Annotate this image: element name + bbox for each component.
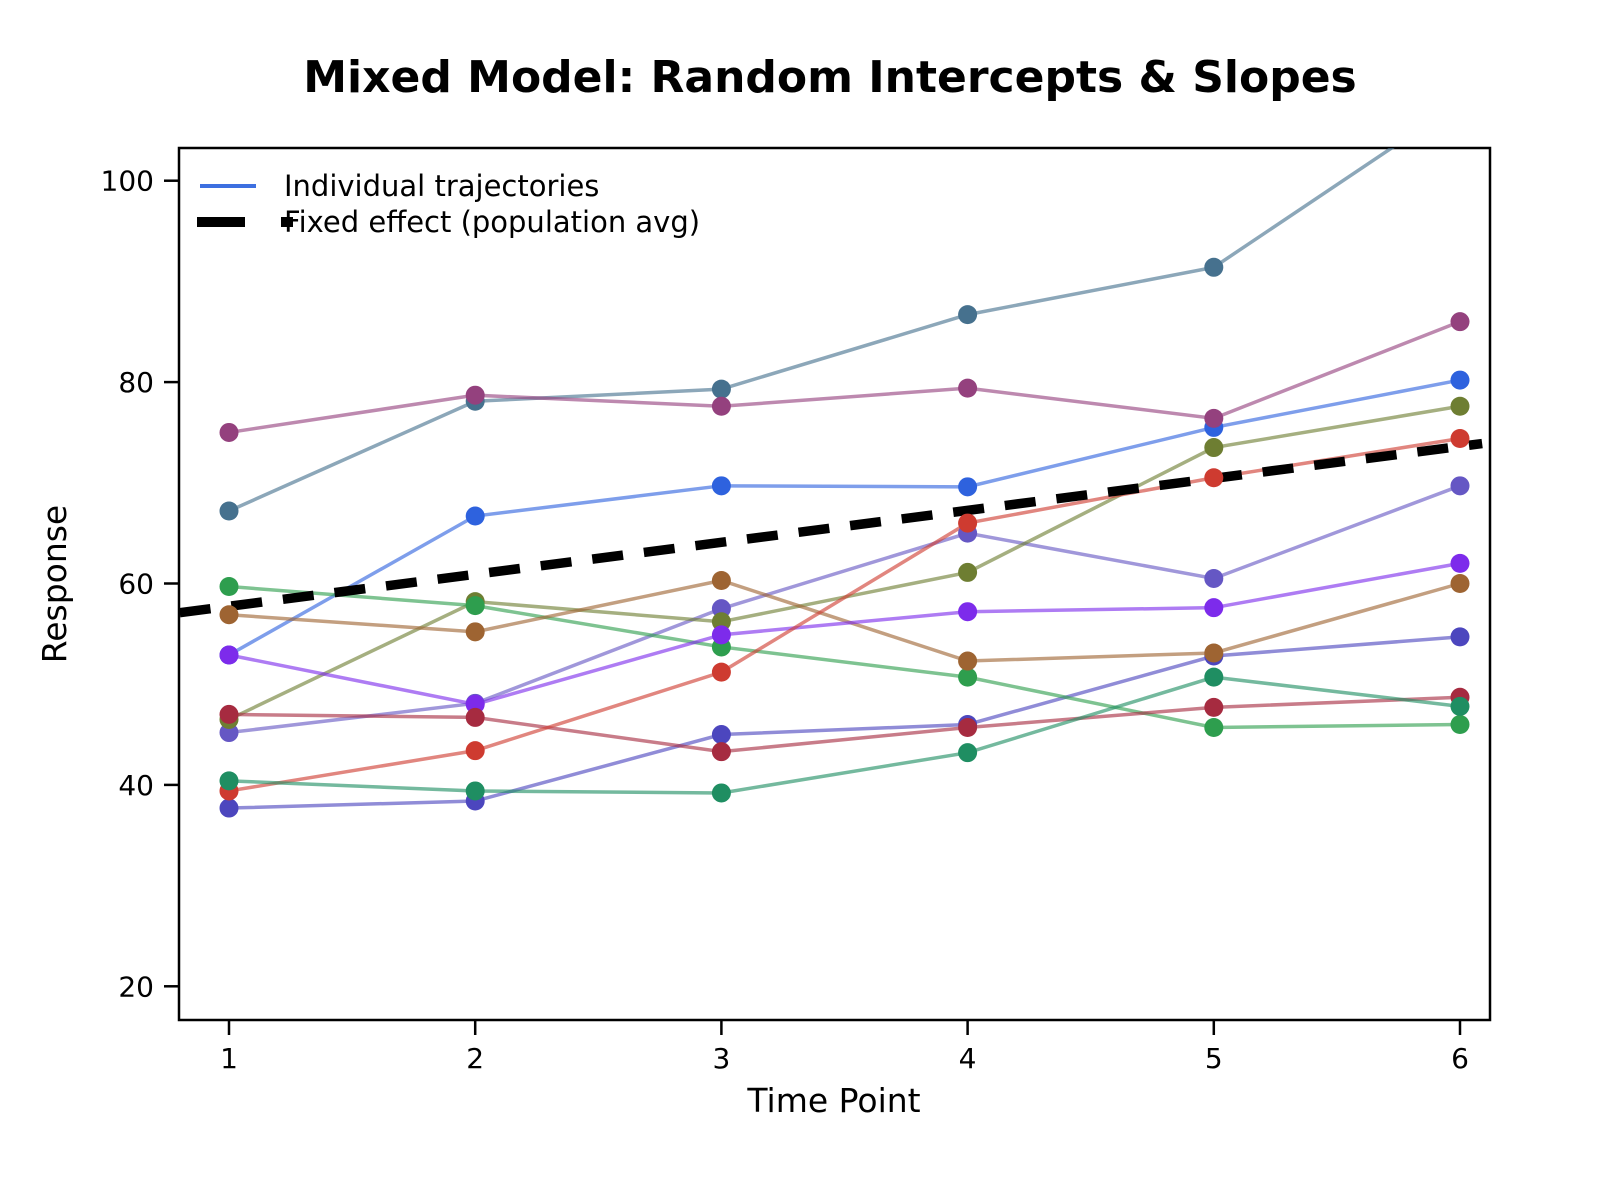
tick-labels: 20 40 60 80 100 1 2 3 4 5 6 xyxy=(101,165,1469,1075)
data-point-marker xyxy=(1204,667,1224,687)
y-tick-label: 20 xyxy=(118,970,154,1003)
data-point-marker xyxy=(465,694,485,714)
data-point-marker xyxy=(219,723,239,743)
data-point-marker xyxy=(219,798,239,818)
tick-marks xyxy=(164,179,1462,1035)
data-point-marker xyxy=(958,602,978,622)
data-point-marker xyxy=(958,477,978,497)
data-point-marker xyxy=(711,625,731,645)
data-point-marker xyxy=(1204,257,1224,277)
data-point-marker xyxy=(1204,438,1224,458)
data-point-marker xyxy=(465,596,485,616)
x-tick-label: 1 xyxy=(220,1042,238,1075)
data-point-marker xyxy=(219,771,239,791)
data-point-marker xyxy=(958,651,978,671)
chart-title: Mixed Model: Random Intercepts & Slopes xyxy=(303,52,1357,103)
data-point-marker xyxy=(1450,553,1470,573)
legend: Individual trajectories Fixed effect (po… xyxy=(197,169,700,239)
data-point-marker xyxy=(1450,312,1470,332)
data-point-marker xyxy=(958,562,978,582)
data-point-marker xyxy=(465,622,485,642)
legend-label-individual: Individual trajectories xyxy=(284,169,599,203)
data-point-marker xyxy=(1204,408,1224,428)
data-point-marker xyxy=(465,741,485,761)
x-tick-label: 4 xyxy=(959,1042,977,1075)
y-tick-label: 60 xyxy=(118,568,154,601)
data-point-marker xyxy=(958,667,978,687)
legend-label-fixed: Fixed effect (population avg) xyxy=(284,205,700,239)
data-point-marker xyxy=(711,570,731,590)
data-point-marker xyxy=(711,599,731,619)
data-point-marker xyxy=(1450,714,1470,734)
y-tick-label: 80 xyxy=(118,366,154,399)
individual-trajectory-lines xyxy=(228,148,1461,810)
data-point-marker xyxy=(958,743,978,763)
data-point-marker xyxy=(711,742,731,762)
data-point-marker xyxy=(465,707,485,727)
data-point-marker xyxy=(958,718,978,738)
x-tick-label: 6 xyxy=(1451,1042,1469,1075)
data-point-marker xyxy=(219,704,239,724)
data-point-marker xyxy=(958,378,978,398)
data-point-marker xyxy=(219,605,239,625)
data-point-marker xyxy=(1204,568,1224,588)
data-point-marker xyxy=(465,385,485,405)
trajectory-markers xyxy=(219,93,1470,818)
y-tick-label: 40 xyxy=(118,769,154,802)
data-point-marker xyxy=(711,783,731,803)
y-axis-label: Response xyxy=(35,505,74,664)
trajectory-line xyxy=(228,635,1461,810)
x-tick-label: 3 xyxy=(712,1042,730,1075)
data-point-marker xyxy=(1450,696,1470,716)
trajectory-line xyxy=(228,484,1461,735)
trajectory-line xyxy=(228,675,1461,795)
data-point-marker xyxy=(1450,574,1470,593)
trajectory-line xyxy=(228,561,1461,707)
data-point-marker xyxy=(1450,370,1470,390)
data-point-marker xyxy=(219,577,239,597)
data-point-marker xyxy=(1204,697,1224,717)
data-point-marker xyxy=(958,513,978,533)
trajectory-line xyxy=(228,584,1461,730)
data-point-marker xyxy=(711,612,731,632)
fixed-effect-line xyxy=(179,438,1483,618)
data-point-marker xyxy=(1450,396,1470,416)
data-point-marker xyxy=(219,645,239,665)
data-point-marker xyxy=(219,422,239,442)
data-point-marker xyxy=(711,725,731,745)
data-point-marker xyxy=(711,476,731,496)
data-point-marker xyxy=(1204,468,1224,488)
fixed-effect-dashed-line xyxy=(179,438,1483,618)
trajectory-line xyxy=(228,436,1461,793)
trajectory-line xyxy=(228,695,1461,754)
data-point-marker xyxy=(958,305,978,325)
data-point-marker xyxy=(1450,428,1470,448)
data-point-marker xyxy=(465,506,485,526)
data-point-marker xyxy=(711,396,731,416)
data-point-marker xyxy=(711,662,731,682)
trajectory-line xyxy=(228,578,1461,663)
x-tick-label: 5 xyxy=(1205,1042,1223,1075)
data-point-marker xyxy=(1451,93,1470,112)
y-tick-label: 100 xyxy=(101,165,154,198)
plot-frame xyxy=(177,146,1492,1022)
trajectory-line xyxy=(228,148,1395,513)
data-point-marker xyxy=(711,379,731,399)
trajectory-line xyxy=(228,320,1461,435)
data-point-marker xyxy=(1204,598,1224,618)
trajectory-line xyxy=(228,404,1461,722)
data-point-marker xyxy=(1450,627,1470,647)
data-point-marker xyxy=(1450,476,1470,496)
data-point-marker xyxy=(219,501,239,521)
x-tick-label: 2 xyxy=(466,1042,484,1075)
data-point-marker xyxy=(1204,643,1224,663)
x-axis-label: Time Point xyxy=(746,1081,920,1120)
data-point-marker xyxy=(465,781,485,801)
trajectory-line xyxy=(228,378,1461,657)
data-point-marker xyxy=(1204,718,1224,738)
